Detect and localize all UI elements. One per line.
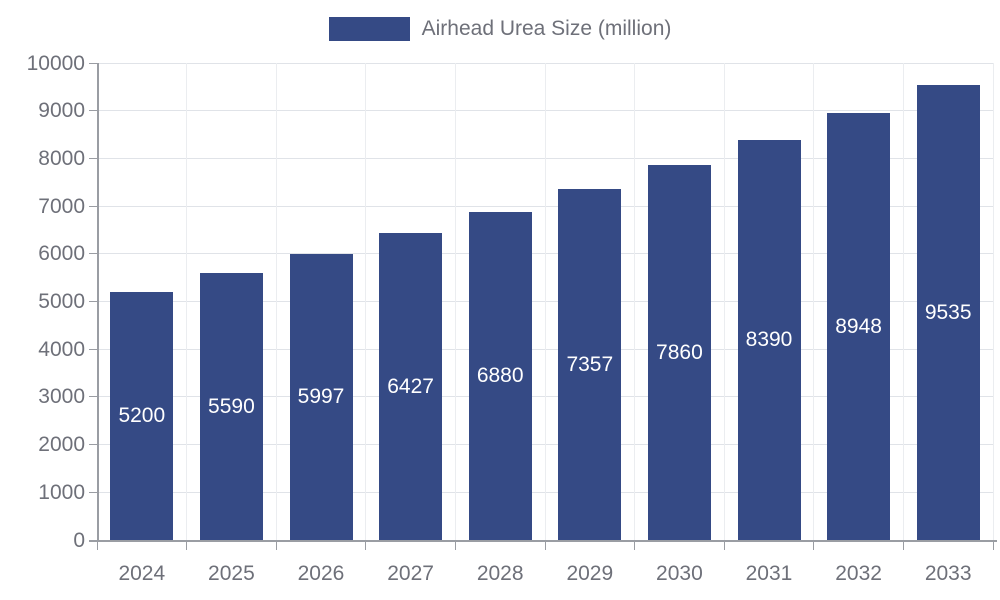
legend[interactable]: Airhead Urea Size (million) [0,17,1000,41]
x-axis-tick [186,541,188,550]
y-axis-tick [89,157,97,159]
x-axis-tick [992,541,994,550]
y-axis-tick [89,491,97,493]
bar-value-label: 9535 [924,300,972,324]
y-axis-tick-label: 7000 [38,194,85,218]
gridline-vertical [544,63,546,540]
y-axis-tick-label: 5000 [38,290,85,313]
y-axis-tick [89,62,97,64]
y-axis-tick [89,539,97,541]
bar-value-label: 7860 [656,340,703,364]
bar-value-label: 5997 [297,384,345,408]
x-axis-tick-label: 2028 [476,562,524,585]
y-axis-tick-label: 0 [73,528,85,552]
bar-value-label: 6427 [387,374,434,398]
y-axis-tick [89,110,97,112]
gridline-vertical [902,63,904,540]
y-axis-tick-label: 6000 [38,242,85,266]
x-axis-tick-label: 2033 [924,562,972,585]
legend-label: Airhead Urea Size (million) [421,17,672,40]
bar-value-label: 7357 [566,352,614,376]
y-axis-tick-label: 10000 [26,51,85,75]
y-axis-line [97,63,99,540]
bar-2030: 7860 [647,165,711,540]
y-axis-tick [89,253,97,255]
x-axis-tick-label: 2026 [297,562,345,585]
x-axis-tick [723,541,725,550]
y-axis-tick-label: 8000 [38,146,85,170]
gridline-vertical [723,63,725,540]
y-axis-tick-label: 9000 [38,99,85,123]
gridline-vertical [454,63,456,540]
x-axis-tick [634,541,636,550]
bar-2024: 5200 [110,291,174,540]
gridline-vertical [365,63,367,540]
x-axis-tick-label: 2032 [835,562,882,585]
y-axis-tick [89,205,97,207]
y-axis-tick-label: 1000 [38,480,85,504]
x-axis-tick [454,541,456,550]
gridline-vertical [992,63,994,540]
legend-swatch [328,17,410,41]
bar-value-label: 5200 [118,403,166,427]
y-axis-tick-label: 2000 [38,433,85,457]
x-axis-tick [96,541,98,550]
bar-value-label: 8948 [835,314,882,338]
bar-value-label: 5590 [208,394,255,418]
bar-value-label: 6880 [476,363,524,387]
bar-value-label: 8390 [745,327,793,351]
x-axis-tick-label: 2029 [566,562,614,585]
x-axis-tick [813,541,815,550]
y-axis-tick-label: 4000 [38,337,85,361]
bar-2033: 9535 [916,85,980,540]
x-axis-tick-label: 2030 [656,562,703,585]
bar-2031: 8390 [737,139,801,540]
bar-2032: 8948 [827,113,891,540]
x-axis-tick [902,541,904,550]
x-axis-tick-label: 2025 [208,562,255,585]
x-axis-tick-label: 2031 [745,562,793,585]
y-axis-tick [89,444,97,446]
x-axis-tick [365,541,367,550]
gridline-vertical [813,63,815,540]
x-axis-tick [544,541,546,550]
y-axis-tick-label: 3000 [38,385,85,409]
bar-2025: 5590 [199,273,263,540]
bar-2026: 5997 [289,253,353,540]
y-axis-tick [89,348,97,350]
bar-2029: 7357 [558,189,622,540]
y-axis-tick [89,301,97,302]
gridline-vertical [186,63,188,540]
gridline-vertical [634,63,636,540]
x-axis-tick-label: 2027 [387,562,434,585]
x-axis-tick [275,541,277,550]
y-axis-tick [89,396,97,398]
x-axis-line [89,540,997,542]
bar-2028: 6880 [468,211,532,540]
plot-area: 5200 5590 5997 6427 6880 7357 7860 8390 8948 9535 [97,62,994,540]
x-axis-tick-label: 2024 [118,562,166,585]
gridline-vertical [275,63,277,540]
bar-2027: 6427 [379,233,443,540]
